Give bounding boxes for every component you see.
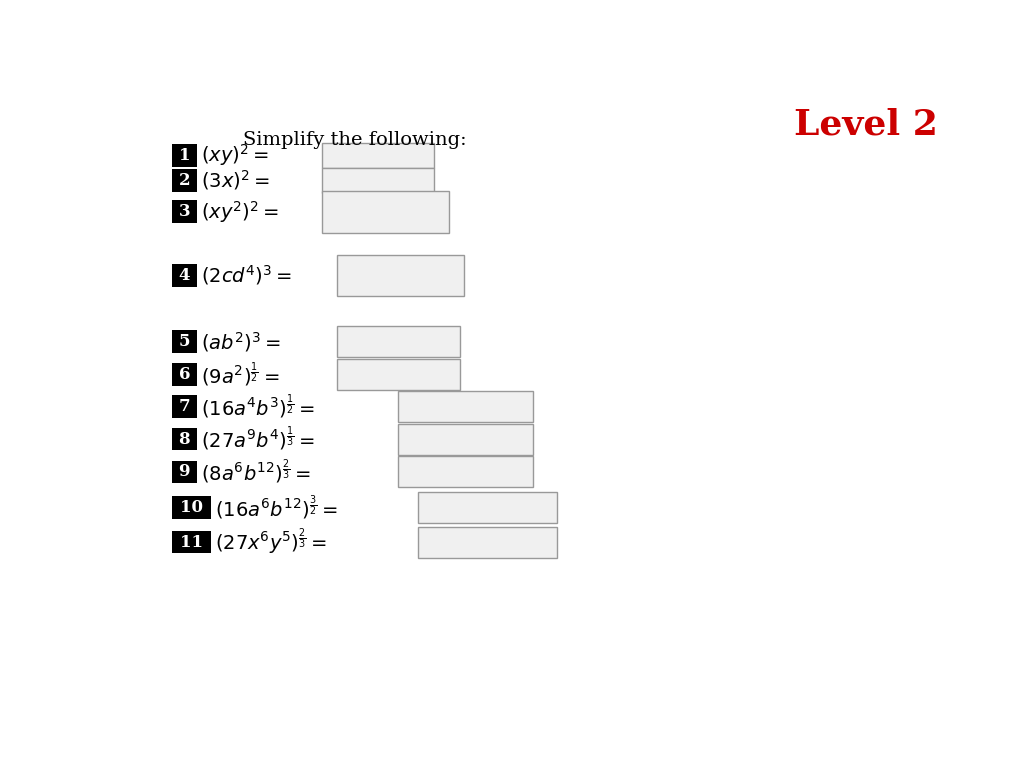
Text: Level 2: Level 2 (794, 107, 938, 141)
FancyBboxPatch shape (172, 330, 197, 352)
Text: 11: 11 (180, 533, 203, 550)
Text: 6: 6 (178, 366, 190, 383)
FancyBboxPatch shape (397, 424, 532, 455)
Text: $(2cd^4)^3 =$: $(2cd^4)^3 =$ (201, 264, 292, 288)
FancyBboxPatch shape (323, 168, 433, 192)
Text: 3: 3 (178, 203, 190, 220)
Text: 1: 1 (178, 147, 190, 164)
Text: $(3x)^2 =$: $(3x)^2 =$ (201, 169, 269, 192)
FancyBboxPatch shape (172, 461, 197, 483)
Text: 10: 10 (180, 499, 203, 516)
Text: $(9a^2)^{\frac{1}{2}} =$: $(9a^2)^{\frac{1}{2}} =$ (201, 360, 280, 389)
Text: $(27x^6y^5)^{\frac{2}{3}} =$: $(27x^6y^5)^{\frac{2}{3}} =$ (215, 527, 328, 557)
Text: $(ab^2)^3 =$: $(ab^2)^3 =$ (201, 329, 281, 353)
FancyBboxPatch shape (172, 264, 197, 287)
FancyBboxPatch shape (418, 492, 557, 523)
FancyBboxPatch shape (172, 144, 197, 166)
FancyBboxPatch shape (323, 191, 450, 233)
FancyBboxPatch shape (172, 531, 211, 553)
FancyBboxPatch shape (397, 391, 532, 422)
FancyBboxPatch shape (337, 326, 460, 357)
Text: $(16a^4b^3)^{\frac{1}{2}} =$: $(16a^4b^3)^{\frac{1}{2}} =$ (201, 392, 315, 421)
Text: 8: 8 (178, 431, 190, 448)
Text: $(xy^2)^2 =$: $(xy^2)^2 =$ (201, 199, 280, 225)
FancyBboxPatch shape (418, 526, 557, 557)
FancyBboxPatch shape (172, 428, 197, 451)
FancyBboxPatch shape (172, 200, 197, 223)
Text: $(16a^6b^{12})^{\frac{3}{2}} =$: $(16a^6b^{12})^{\frac{3}{2}} =$ (215, 493, 338, 522)
Text: $(8a^6b^{12})^{\frac{2}{3}} =$: $(8a^6b^{12})^{\frac{2}{3}} =$ (201, 458, 311, 486)
Text: 9: 9 (178, 463, 190, 480)
Text: Simplify the following:: Simplify the following: (243, 131, 467, 149)
FancyBboxPatch shape (172, 169, 197, 192)
Text: 2: 2 (178, 172, 190, 189)
FancyBboxPatch shape (337, 255, 464, 296)
Text: 7: 7 (178, 398, 190, 415)
FancyBboxPatch shape (337, 359, 460, 390)
FancyBboxPatch shape (172, 395, 197, 417)
FancyBboxPatch shape (397, 456, 532, 488)
FancyBboxPatch shape (172, 363, 197, 386)
FancyBboxPatch shape (172, 496, 211, 519)
Text: 4: 4 (178, 267, 190, 284)
Text: $(27a^9b^4)^{\frac{1}{3}} =$: $(27a^9b^4)^{\frac{1}{3}} =$ (201, 425, 315, 454)
FancyBboxPatch shape (323, 143, 433, 168)
Text: 5: 5 (178, 333, 190, 350)
Text: $(xy)^2 =$: $(xy)^2 =$ (201, 142, 269, 169)
